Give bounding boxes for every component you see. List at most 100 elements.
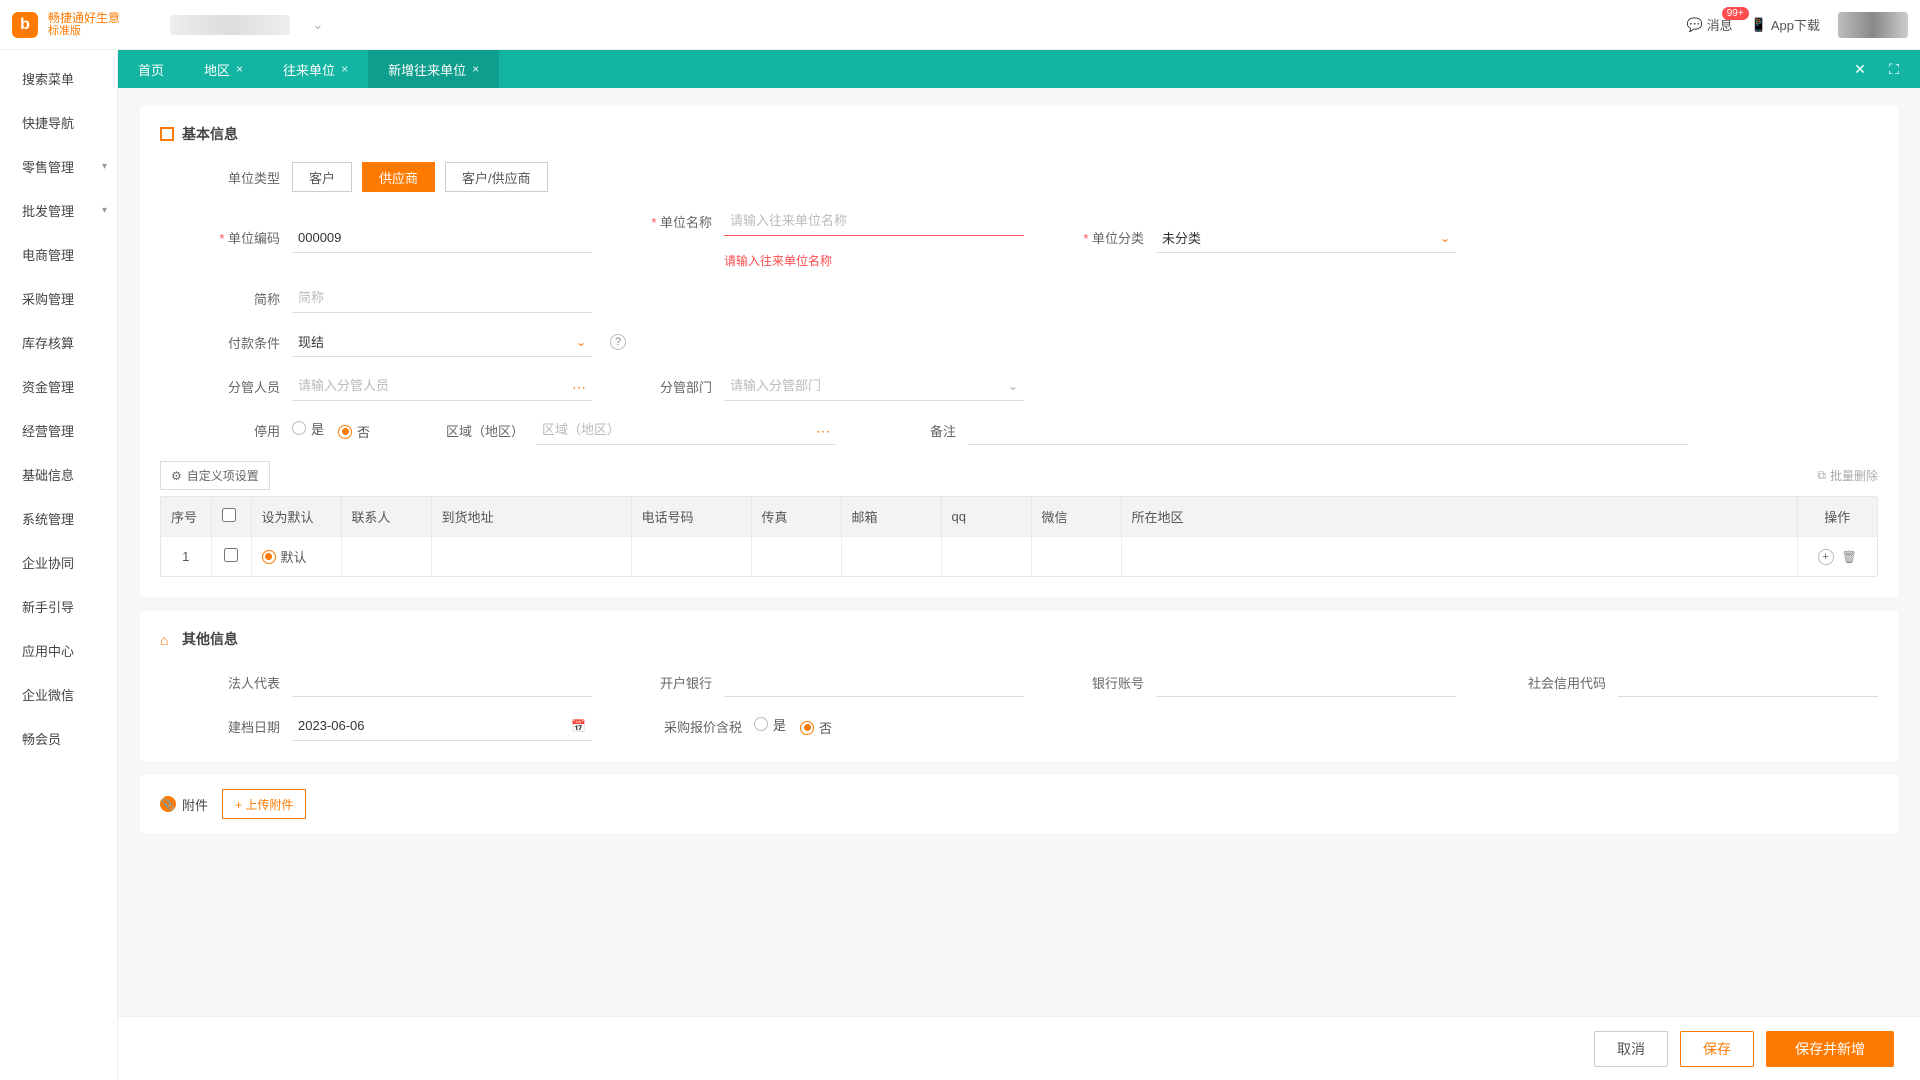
save-button[interactable]: 保存 <box>1680 1031 1754 1067</box>
table-col-11: 操作 <box>1797 497 1877 537</box>
sidebar-item-13[interactable]: 应用中心 <box>0 628 117 672</box>
custom-settings-label: 自定义项设置 <box>187 467 259 484</box>
avatar[interactable] <box>1838 12 1908 38</box>
sidebar-item-6[interactable]: 库存核算 <box>0 320 117 364</box>
sidebar-item-2[interactable]: 零售管理▾ <box>0 144 117 188</box>
bulk-delete-button[interactable]: ⧉ 批量删除 <box>1817 467 1878 484</box>
disable-radios-option-1[interactable]: 否 <box>338 422 370 441</box>
panel-other: ⌂ 其他信息 法人代表 开户银行 银行账号 社会信用代码 建档日期 <box>140 611 1898 761</box>
unit-code-input[interactable] <box>292 223 592 253</box>
table-cell <box>751 537 841 577</box>
remark-input[interactable] <box>968 415 1688 445</box>
close-all-icon[interactable]: ✕ <box>1848 57 1872 81</box>
panel-basic: 基本信息 单位类型 客户供应商客户/供应商 <box>140 106 1898 597</box>
unit-name-error: 请输入往来单位名称 <box>724 252 832 269</box>
short-name-input[interactable] <box>292 283 592 313</box>
region-input[interactable] <box>536 415 836 445</box>
manager-input[interactable] <box>292 371 592 401</box>
sidebar-item-9[interactable]: 基础信息 <box>0 452 117 496</box>
table-cell <box>1031 537 1121 577</box>
tab-2[interactable]: 往来单位× <box>263 50 368 88</box>
tab-1[interactable]: 地区× <box>184 50 263 88</box>
sidebar-item-10[interactable]: 系统管理 <box>0 496 117 540</box>
cancel-button[interactable]: 取消 <box>1594 1031 1668 1067</box>
delete-row-icon[interactable]: 🗑 <box>1842 550 1857 564</box>
sidebar-item-14[interactable]: 企业微信 <box>0 672 117 716</box>
table-col-4: 到货地址 <box>431 497 631 537</box>
radio-dot-icon <box>338 425 352 439</box>
credit-label: 社会信用代码 <box>1496 673 1606 692</box>
sidebar-item-4[interactable]: 电商管理 <box>0 232 117 276</box>
contacts-table: 序号设为默认联系人到货地址电话号码传真邮箱qq微信所在地区操作 1默认+🗑 <box>160 496 1878 577</box>
sidebar-item-12[interactable]: 新手引导 <box>0 584 117 628</box>
caret-icon: ▾ <box>102 161 107 172</box>
topbar: b 畅捷通好生意 标准版 ⌄ 💬 消息 99+ 📱 App下载 <box>0 0 1920 50</box>
table-col-1 <box>211 497 251 537</box>
tax-radios-option-0[interactable]: 是 <box>754 715 786 734</box>
table-cell <box>841 537 941 577</box>
square-icon <box>160 127 174 141</box>
sidebar-item-8[interactable]: 经营管理 <box>0 408 117 452</box>
sidebar-item-7[interactable]: 资金管理 <box>0 364 117 408</box>
table-col-0: 序号 <box>161 497 211 537</box>
unit-type-option-0[interactable]: 客户 <box>292 162 352 192</box>
close-icon[interactable]: × <box>236 62 243 76</box>
brand-text: 畅捷通好生意 标准版 <box>48 12 120 37</box>
radio-label: 否 <box>357 422 370 441</box>
sidebar-item-0[interactable]: 搜索菜单 <box>0 56 117 100</box>
help-icon[interactable]: ? <box>610 334 626 350</box>
unit-name-label: 单位名称 <box>632 212 712 231</box>
messages-button[interactable]: 💬 消息 99+ <box>1686 15 1732 34</box>
custom-settings-button[interactable]: ⚙ 自定义项设置 <box>160 461 270 490</box>
sidebar-item-3[interactable]: 批发管理▾ <box>0 188 117 232</box>
select-all-checkbox[interactable] <box>222 508 236 522</box>
tax-label: 采购报价含税 <box>632 717 742 736</box>
manager-label: 分管人员 <box>200 377 280 396</box>
radio-dot-icon <box>800 721 814 735</box>
unit-type-option-2[interactable]: 客户/供应商 <box>445 162 548 192</box>
close-icon[interactable]: × <box>341 62 348 76</box>
tab-0[interactable]: 首页 <box>118 50 184 88</box>
region-label: 区域（地区） <box>424 421 524 440</box>
unit-name-input[interactable] <box>724 206 1024 236</box>
account-input[interactable] <box>1156 667 1456 697</box>
tab-3[interactable]: 新增往来单位× <box>368 50 499 88</box>
sidebar-item-1[interactable]: 快捷导航 <box>0 100 117 144</box>
chevron-down-icon[interactable]: ⌄ <box>312 16 324 33</box>
table-cell <box>941 537 1031 577</box>
default-radio[interactable]: 默认 <box>262 547 307 566</box>
sidebar-item-15[interactable]: 畅会员 <box>0 716 117 760</box>
unit-type-option-1[interactable]: 供应商 <box>362 162 435 192</box>
legal-input[interactable] <box>292 667 592 697</box>
save-and-new-button[interactable]: 保存并新增 <box>1766 1031 1894 1067</box>
table-cell: +🗑 <box>1797 537 1877 577</box>
table-col-5: 电话号码 <box>631 497 751 537</box>
add-row-icon[interactable]: + <box>1818 549 1834 565</box>
chat-icon: 💬 <box>1686 17 1702 33</box>
fullscreen-icon[interactable]: ⛶ <box>1882 57 1906 81</box>
sidebar: 搜索菜单快捷导航零售管理▾批发管理▾电商管理采购管理库存核算资金管理经营管理基础… <box>0 50 118 1080</box>
table-cell: 1 <box>161 537 211 577</box>
create-date-input[interactable] <box>292 711 592 741</box>
pay-terms-label: 付款条件 <box>200 333 280 352</box>
row-checkbox[interactable] <box>224 548 238 562</box>
ellipsis-icon[interactable]: ⋯ <box>816 423 830 440</box>
table-row: 1默认+🗑 <box>161 537 1877 577</box>
ellipsis-icon[interactable]: ⋯ <box>572 379 586 396</box>
download-button[interactable]: 📱 App下载 <box>1751 15 1820 34</box>
sidebar-item-5[interactable]: 采购管理 <box>0 276 117 320</box>
panel-other-header: ⌂ 其他信息 <box>160 629 1878 649</box>
dept-label: 分管部门 <box>632 377 712 396</box>
form-content: 基本信息 单位类型 客户供应商客户/供应商 <box>118 88 1920 1016</box>
tax-radios-option-1[interactable]: 否 <box>800 718 832 737</box>
dept-select[interactable] <box>724 371 1024 401</box>
panel-basic-title: 基本信息 <box>182 124 238 144</box>
disable-radios-option-0[interactable]: 是 <box>292 419 324 438</box>
sidebar-item-11[interactable]: 企业协同 <box>0 540 117 584</box>
unit-category-select[interactable] <box>1156 223 1456 253</box>
bank-input[interactable] <box>724 667 1024 697</box>
credit-input[interactable] <box>1618 667 1878 697</box>
close-icon[interactable]: × <box>472 62 479 76</box>
upload-attach-button[interactable]: + 上传附件 <box>222 789 306 819</box>
pay-terms-select[interactable] <box>292 327 592 357</box>
